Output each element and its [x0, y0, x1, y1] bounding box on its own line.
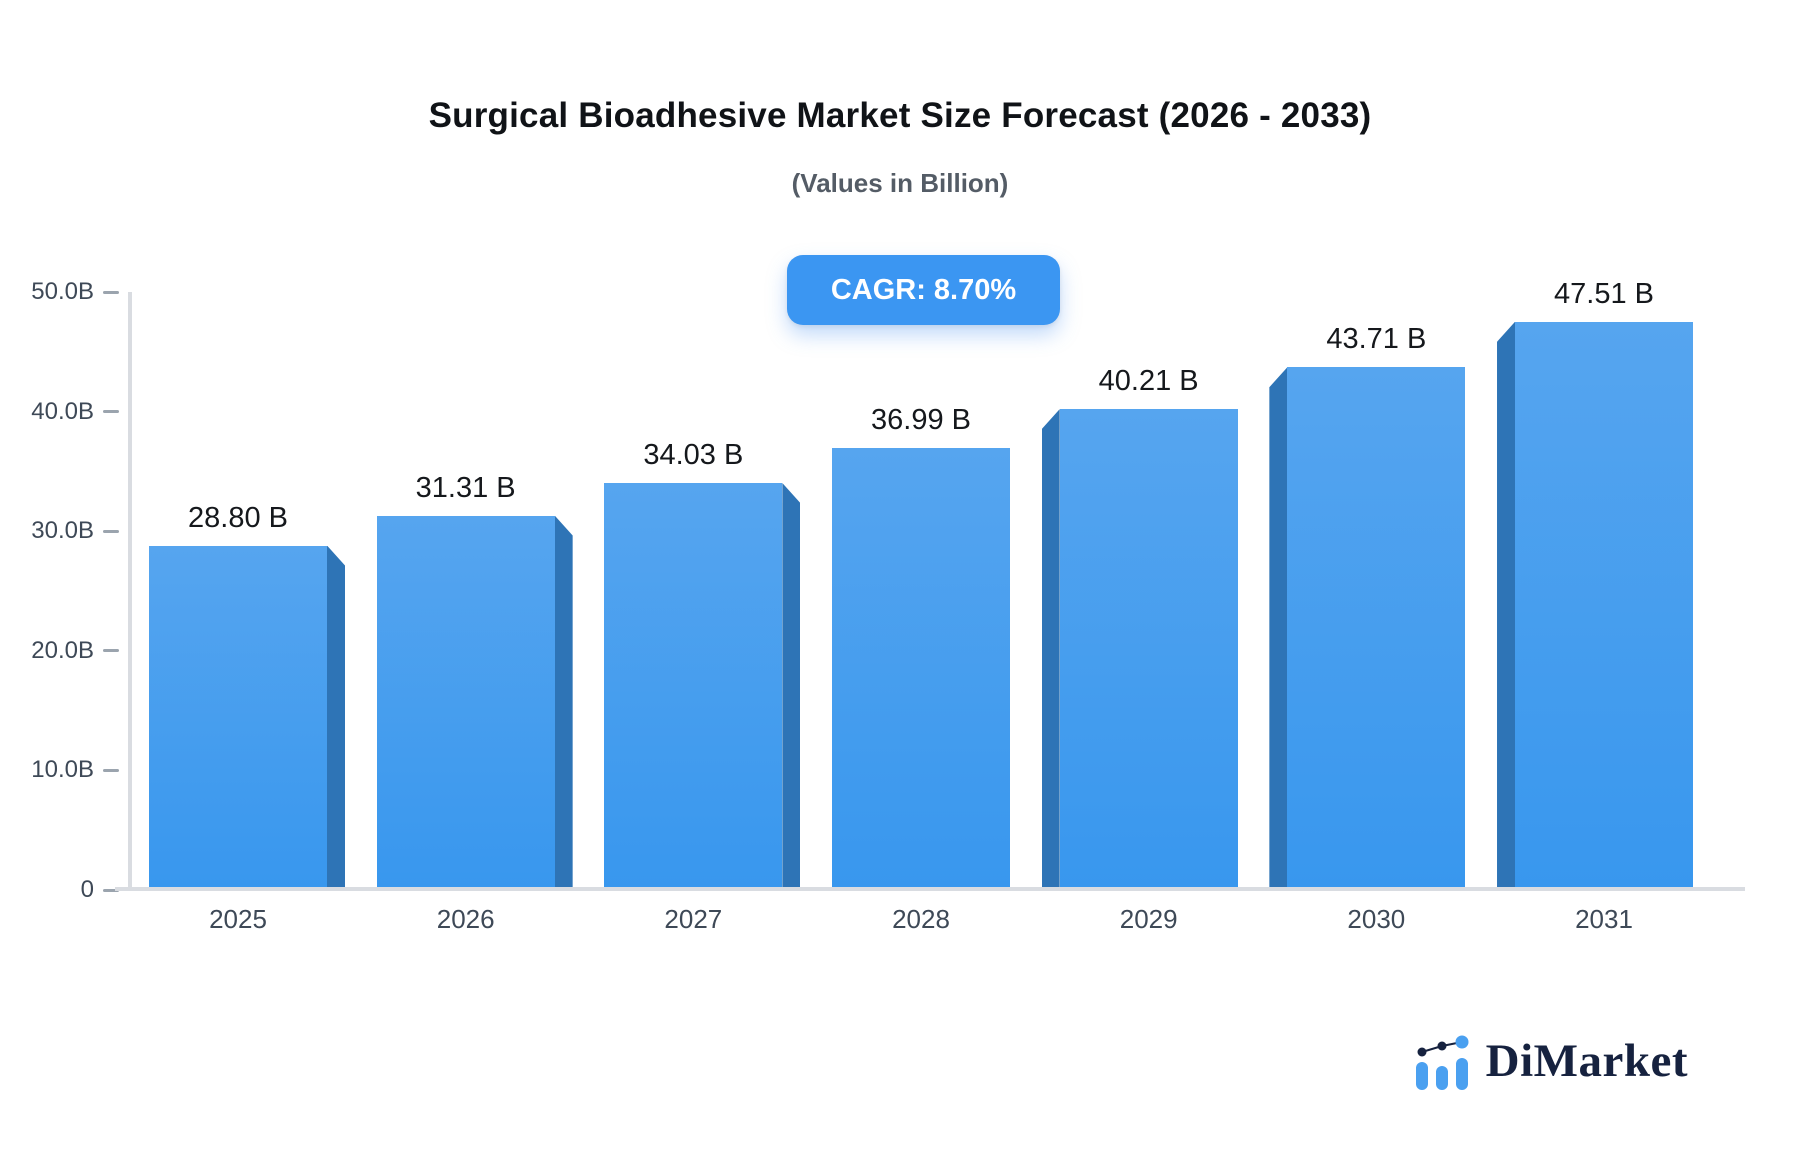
x-axis-tick-label-2031: 2031: [1575, 904, 1633, 934]
bar-2031: [1515, 321, 1694, 890]
bar-2030: [1287, 367, 1466, 890]
y-axis-tick-label: 50.0B: [31, 278, 94, 305]
bar-2026-side-face: [554, 515, 573, 890]
bar-value-label-2029: 40.21 B: [1098, 365, 1199, 398]
y-axis-tick-label: 20.0B: [31, 636, 94, 664]
bar-2031-side-face: [1497, 321, 1516, 890]
y-axis-line: [128, 292, 132, 890]
bar-2027: [604, 483, 783, 890]
bar-2027-side-face: [782, 483, 801, 890]
chart-title: Surgical Bioadhesive Market Size Forecas…: [428, 96, 1372, 135]
bar-2028: [832, 447, 1010, 890]
y-axis-tick-label: 40.0B: [31, 397, 94, 425]
x-axis-tick-label-2026: 2026: [436, 904, 495, 934]
x-axis-line: [115, 887, 1745, 891]
x-axis-tick-label-2027: 2027: [664, 904, 723, 934]
bar-2029: [1059, 409, 1238, 890]
bar-value-label-2028: 36.99 B: [871, 403, 971, 436]
bar-value-label-2027: 34.03 B: [643, 439, 744, 471]
bar-value-label-2031: 47.51 B: [1554, 277, 1654, 310]
y-axis-tick: [103, 768, 119, 772]
x-axis-tick-label-2025: 2025: [209, 904, 267, 934]
dimarket-logo-icon: [1415, 1035, 1469, 1090]
bar-value-label-2026: 31.31 B: [415, 471, 516, 504]
y-axis-tick: [103, 529, 119, 533]
bar-2029-side-face: [1041, 409, 1060, 890]
y-axis-tick: [103, 649, 119, 653]
y-axis-tick-label: 10.0B: [31, 756, 94, 784]
cagr-badge: CAGR: 8.70%: [787, 255, 1060, 325]
y-axis-tick-label: 30.0B: [31, 517, 94, 545]
chart-subtitle: (Values in Billion): [791, 168, 1009, 198]
y-axis-tick: [103, 410, 119, 414]
x-axis-tick-label-2028: 2028: [892, 904, 950, 934]
x-axis-tick-label-2029: 2029: [1119, 904, 1178, 934]
cagr-badge-label: CAGR: 8.70%: [830, 273, 1017, 306]
y-axis-tick: [103, 888, 119, 892]
brand-watermark: DiMarket: [1412, 1030, 1688, 1092]
y-axis-tick-label: 0: [80, 876, 94, 903]
bar-2030-side-face: [1269, 367, 1288, 890]
x-axis-tick-label-2030: 2030: [1347, 904, 1406, 934]
y-axis-tick: [103, 290, 119, 294]
brand-name: DiMarket: [1485, 1035, 1688, 1087]
bar-2025-side-face: [327, 545, 345, 890]
bar-value-label-2030: 43.71 B: [1326, 323, 1427, 356]
bar-2025: [149, 545, 327, 890]
bar-2026: [376, 515, 555, 890]
bar-value-label-2025: 28.80 B: [188, 501, 288, 534]
